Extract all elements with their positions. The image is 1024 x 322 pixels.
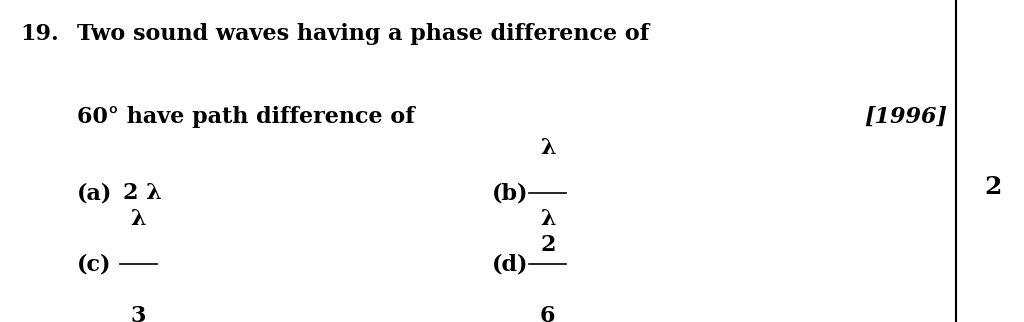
Text: 2: 2 (540, 234, 556, 256)
Text: (c): (c) (77, 253, 112, 275)
Text: 19.: 19. (20, 23, 59, 44)
Text: (b): (b) (492, 182, 528, 204)
Text: [1996]: [1996] (864, 106, 947, 128)
Text: 6: 6 (540, 305, 556, 322)
Text: 2 λ: 2 λ (123, 182, 162, 204)
Text: (d): (d) (492, 253, 528, 275)
Text: 2: 2 (985, 175, 1001, 199)
Text: λ: λ (540, 137, 556, 159)
Text: 3: 3 (130, 305, 146, 322)
Text: λ: λ (130, 208, 146, 230)
Text: λ: λ (540, 208, 556, 230)
Text: (a): (a) (77, 182, 113, 204)
Text: Two sound waves having a phase difference of: Two sound waves having a phase differenc… (77, 23, 649, 44)
Text: 60° have path difference of: 60° have path difference of (77, 106, 415, 128)
